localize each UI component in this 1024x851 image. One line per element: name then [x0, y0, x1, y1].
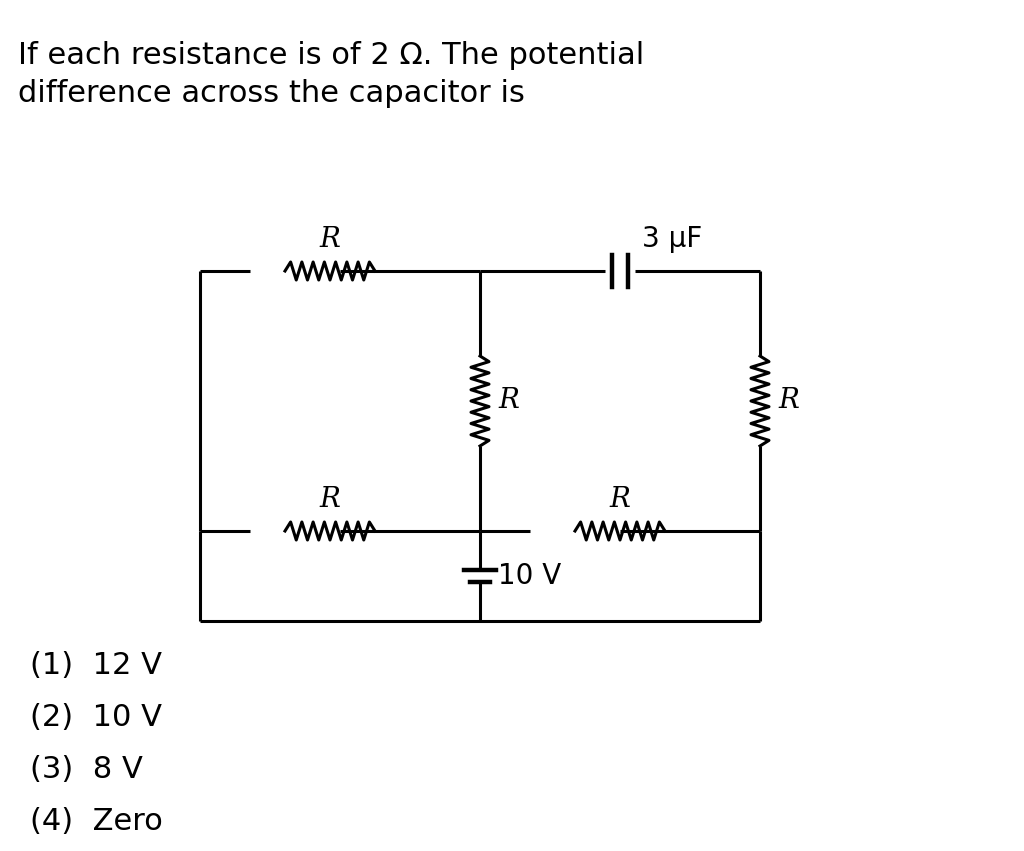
Text: (2)  10 V: (2) 10 V [30, 703, 162, 732]
Text: (3)  8 V: (3) 8 V [30, 755, 143, 784]
Text: (4)  Zero: (4) Zero [30, 807, 163, 836]
Text: If each resistance is of 2 Ω. The potential
difference across the capacitor is: If each resistance is of 2 Ω. The potent… [18, 41, 644, 108]
Text: R: R [778, 387, 799, 414]
Text: R: R [319, 226, 340, 253]
Text: 10 V: 10 V [498, 562, 561, 590]
Text: R: R [609, 486, 631, 513]
Text: R: R [319, 486, 340, 513]
Text: 3 μF: 3 μF [642, 225, 702, 253]
Text: R: R [498, 387, 519, 414]
Text: (1)  12 V: (1) 12 V [30, 651, 162, 680]
